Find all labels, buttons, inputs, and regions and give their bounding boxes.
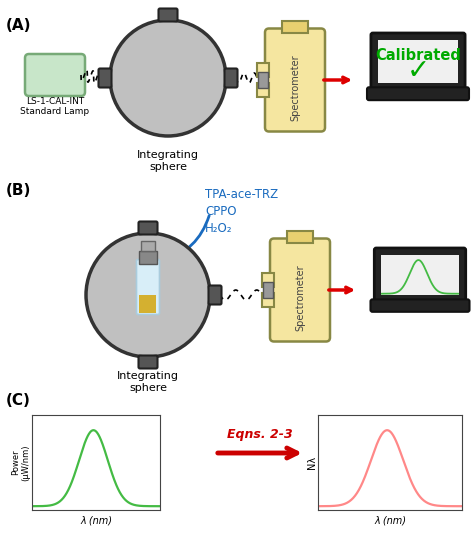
FancyBboxPatch shape [138,355,157,369]
Circle shape [86,233,210,357]
Bar [257,83,269,97]
Text: Integrating
sphere: Integrating sphere [117,371,179,392]
Bar [263,282,273,298]
Bar [282,20,308,33]
FancyBboxPatch shape [270,239,330,341]
Bar [139,295,156,313]
FancyBboxPatch shape [138,221,157,235]
Text: Eqns. 2-3: Eqns. 2-3 [227,428,293,441]
Text: H₂O₂: H₂O₂ [205,222,233,235]
FancyBboxPatch shape [99,69,111,87]
FancyBboxPatch shape [158,9,177,21]
FancyBboxPatch shape [265,28,325,131]
Bar [287,230,313,242]
Bar [258,72,268,88]
Y-axis label: Nλ: Nλ [307,456,317,469]
FancyBboxPatch shape [374,248,465,302]
Bar [141,241,155,251]
Text: (A): (A) [6,18,31,33]
FancyBboxPatch shape [225,69,237,87]
X-axis label: λ (nm): λ (nm) [80,516,112,526]
Text: LS-1-CAL-INT
Standard Lamp: LS-1-CAL-INT Standard Lamp [20,97,90,116]
Text: TPA-ace-TRZ: TPA-ace-TRZ [205,188,278,201]
Bar [262,293,274,307]
Bar [257,63,269,77]
FancyBboxPatch shape [367,87,469,100]
Bar [139,251,157,264]
FancyBboxPatch shape [25,54,85,96]
Bar [381,255,459,295]
Text: (C): (C) [6,393,31,408]
FancyBboxPatch shape [371,33,465,90]
FancyBboxPatch shape [137,259,159,315]
X-axis label: λ (nm): λ (nm) [374,516,406,526]
Text: (B): (B) [6,183,31,198]
Text: CPPO: CPPO [205,205,237,218]
Text: Calibrated: Calibrated [375,48,461,63]
Circle shape [110,20,226,136]
Bar [262,273,274,287]
Bar [378,40,458,83]
Text: μW/nm: μW/nm [394,258,446,271]
Text: Spectrometer: Spectrometer [295,265,305,331]
FancyBboxPatch shape [371,300,470,312]
Text: Spectrometer: Spectrometer [290,55,300,121]
Y-axis label: Power
(μW/nm): Power (μW/nm) [11,444,31,481]
Text: ✓: ✓ [406,57,429,85]
FancyBboxPatch shape [209,286,221,304]
Text: Integrating
sphere: Integrating sphere [137,150,199,172]
